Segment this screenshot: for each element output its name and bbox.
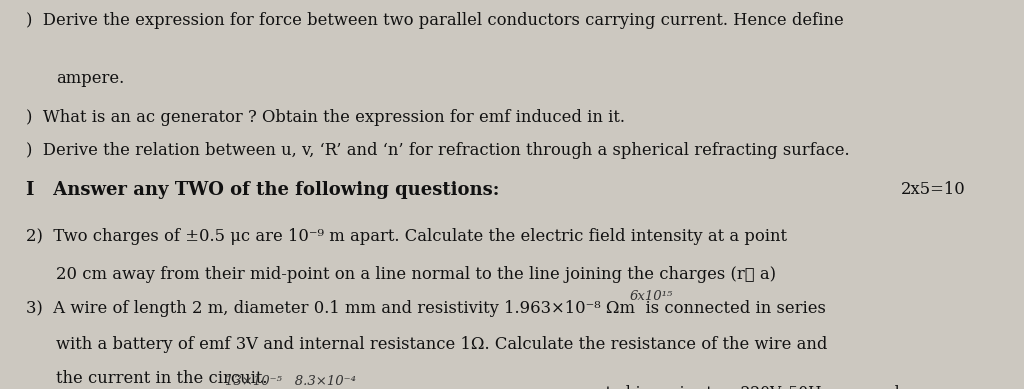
Text: 3)  A wire of length 2 m, diameter 0.1 mm and resistivity 1.963×10⁻⁸ Ωm  is conn: 3) A wire of length 2 m, diameter 0.1 mm… bbox=[26, 300, 825, 317]
Text: 13×10⁻⁵   8.3×10⁻⁴: 13×10⁻⁵ 8.3×10⁻⁴ bbox=[225, 375, 356, 388]
Text: )  Derive the relation between u, v, ‘R’ and ‘n’ for refraction through a spheri: ) Derive the relation between u, v, ‘R’ … bbox=[26, 142, 849, 159]
Text: I   Answer any TWO of the following questions:: I Answer any TWO of the following questi… bbox=[26, 181, 499, 199]
Text: 20 cm away from their mid-point on a line normal to the line joining the charges: 20 cm away from their mid-point on a lin… bbox=[56, 266, 776, 284]
Text: ampere.: ampere. bbox=[56, 70, 125, 87]
Text: )  What is an ac generator ? Obtain the expression for emf induced in it.: ) What is an ac generator ? Obtain the e… bbox=[26, 109, 625, 126]
Text: 2x5=10: 2x5=10 bbox=[901, 181, 966, 198]
Text: the current in the circuit.: the current in the circuit. bbox=[56, 370, 268, 387]
Text: with a battery of emf 3V and internal resistance 1Ω. Calculate the resistance of: with a battery of emf 3V and internal re… bbox=[56, 336, 827, 354]
Text: 6x10¹⁵: 6x10¹⁵ bbox=[630, 290, 673, 303]
Text: )  Derive the expression for force between two parallel conductors carrying curr: ) Derive the expression for force betwee… bbox=[26, 12, 844, 29]
Text: 2)  Two charges of ±0.5 μc are 10⁻⁹ m apart. Calculate the electric field intens: 2) Two charges of ±0.5 μc are 10⁻⁹ m apa… bbox=[26, 228, 786, 245]
Text: ...nected in series to a 220V, 50Hz ac supply: ...nected in series to a 220V, 50Hz ac s… bbox=[563, 385, 908, 389]
